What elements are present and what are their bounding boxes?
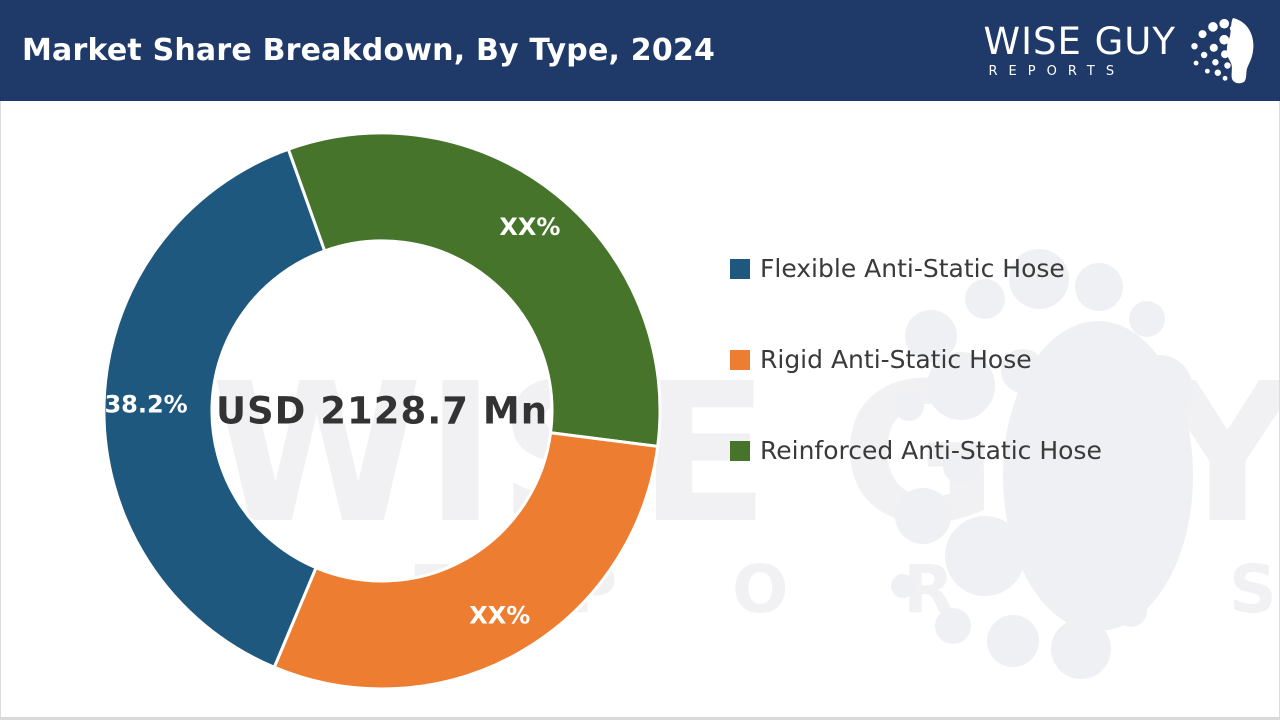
legend-label: Rigid Anti-Static Hose (760, 345, 1032, 374)
wiseguy-logo-text: WISE GUY REPORTS (984, 23, 1176, 79)
logo-wordmark: WISE GUY (983, 19, 1176, 63)
donut-slice (286, 131, 662, 448)
donut-chart: 38.2% XX% XX% USD 2128.7 Mn (102, 131, 662, 691)
legend-item: Flexible Anti-Static Hose (730, 254, 1102, 283)
legend-swatch (730, 259, 750, 279)
legend-swatch (730, 350, 750, 370)
chart-legend: Flexible Anti-Static Hose Rigid Anti-Stat… (730, 254, 1102, 465)
legend-label: Flexible Anti-Static Hose (760, 254, 1065, 283)
legend-item: Rigid Anti-Static Hose (730, 345, 1102, 374)
legend-item: Reinforced Anti-Static Hose (730, 436, 1102, 465)
donut-slice (102, 147, 327, 669)
legend-label: Reinforced Anti-Static Hose (760, 436, 1102, 465)
donut-slice (272, 431, 660, 691)
page-title: Market Share Breakdown, By Type, 2024 (22, 33, 716, 68)
logo-subtext: REPORTS (988, 63, 1126, 79)
chart-area: WISE GUY R E P O R T S 38.2% XX% XX% USD 21… (0, 101, 1280, 720)
legend-swatch (730, 441, 750, 461)
slice-percent-label: 38.2% (104, 391, 187, 419)
slice-percent-label: XX% (469, 602, 530, 630)
wiseguy-logo: WISE GUY REPORTS (984, 12, 1254, 90)
slice-percent-label: XX% (499, 213, 560, 241)
donut-center-value: USD 2128.7 Mn (216, 390, 548, 433)
header-bar: Market Share Breakdown, By Type, 2024 WI… (0, 0, 1280, 101)
wiseguy-face-icon (1191, 17, 1254, 83)
